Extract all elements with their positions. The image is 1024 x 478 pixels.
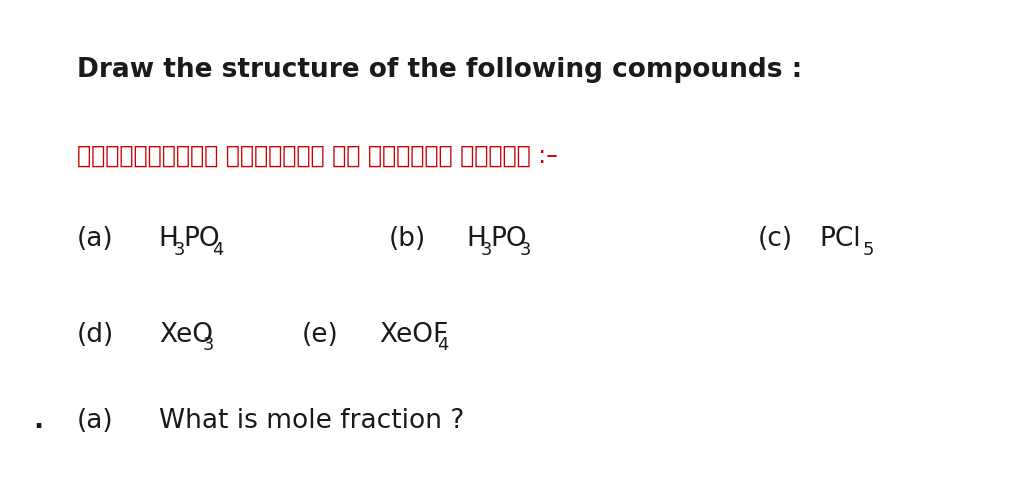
- Text: 3: 3: [203, 336, 214, 354]
- Text: XeO: XeO: [159, 322, 213, 348]
- Text: 3: 3: [480, 240, 492, 259]
- Text: (a): (a): [77, 408, 114, 434]
- Text: 5: 5: [863, 240, 874, 259]
- Text: PCl: PCl: [819, 226, 861, 252]
- Text: 4: 4: [437, 336, 449, 354]
- Text: (a): (a): [77, 226, 114, 252]
- Text: (b): (b): [389, 226, 426, 252]
- Text: (c): (c): [758, 226, 793, 252]
- Text: (d): (d): [77, 322, 114, 348]
- Text: (e): (e): [302, 322, 339, 348]
- Text: PO: PO: [490, 226, 527, 252]
- Text: 3: 3: [519, 240, 530, 259]
- Text: .: .: [33, 408, 43, 434]
- Text: What is mole fraction ?: What is mole fraction ?: [159, 408, 464, 434]
- Text: 3: 3: [173, 240, 184, 259]
- Text: H: H: [466, 226, 485, 252]
- Text: PO: PO: [183, 226, 220, 252]
- Text: XeOF: XeOF: [379, 322, 449, 348]
- Text: निम्नलिखित यौगिकों की संरचना बनाएँ :–: निम्नलिखित यौगिकों की संरचना बनाएँ :–: [77, 143, 558, 167]
- Text: 4: 4: [212, 240, 223, 259]
- Text: H: H: [159, 226, 178, 252]
- Text: Draw the structure of the following compounds :: Draw the structure of the following comp…: [77, 57, 802, 83]
